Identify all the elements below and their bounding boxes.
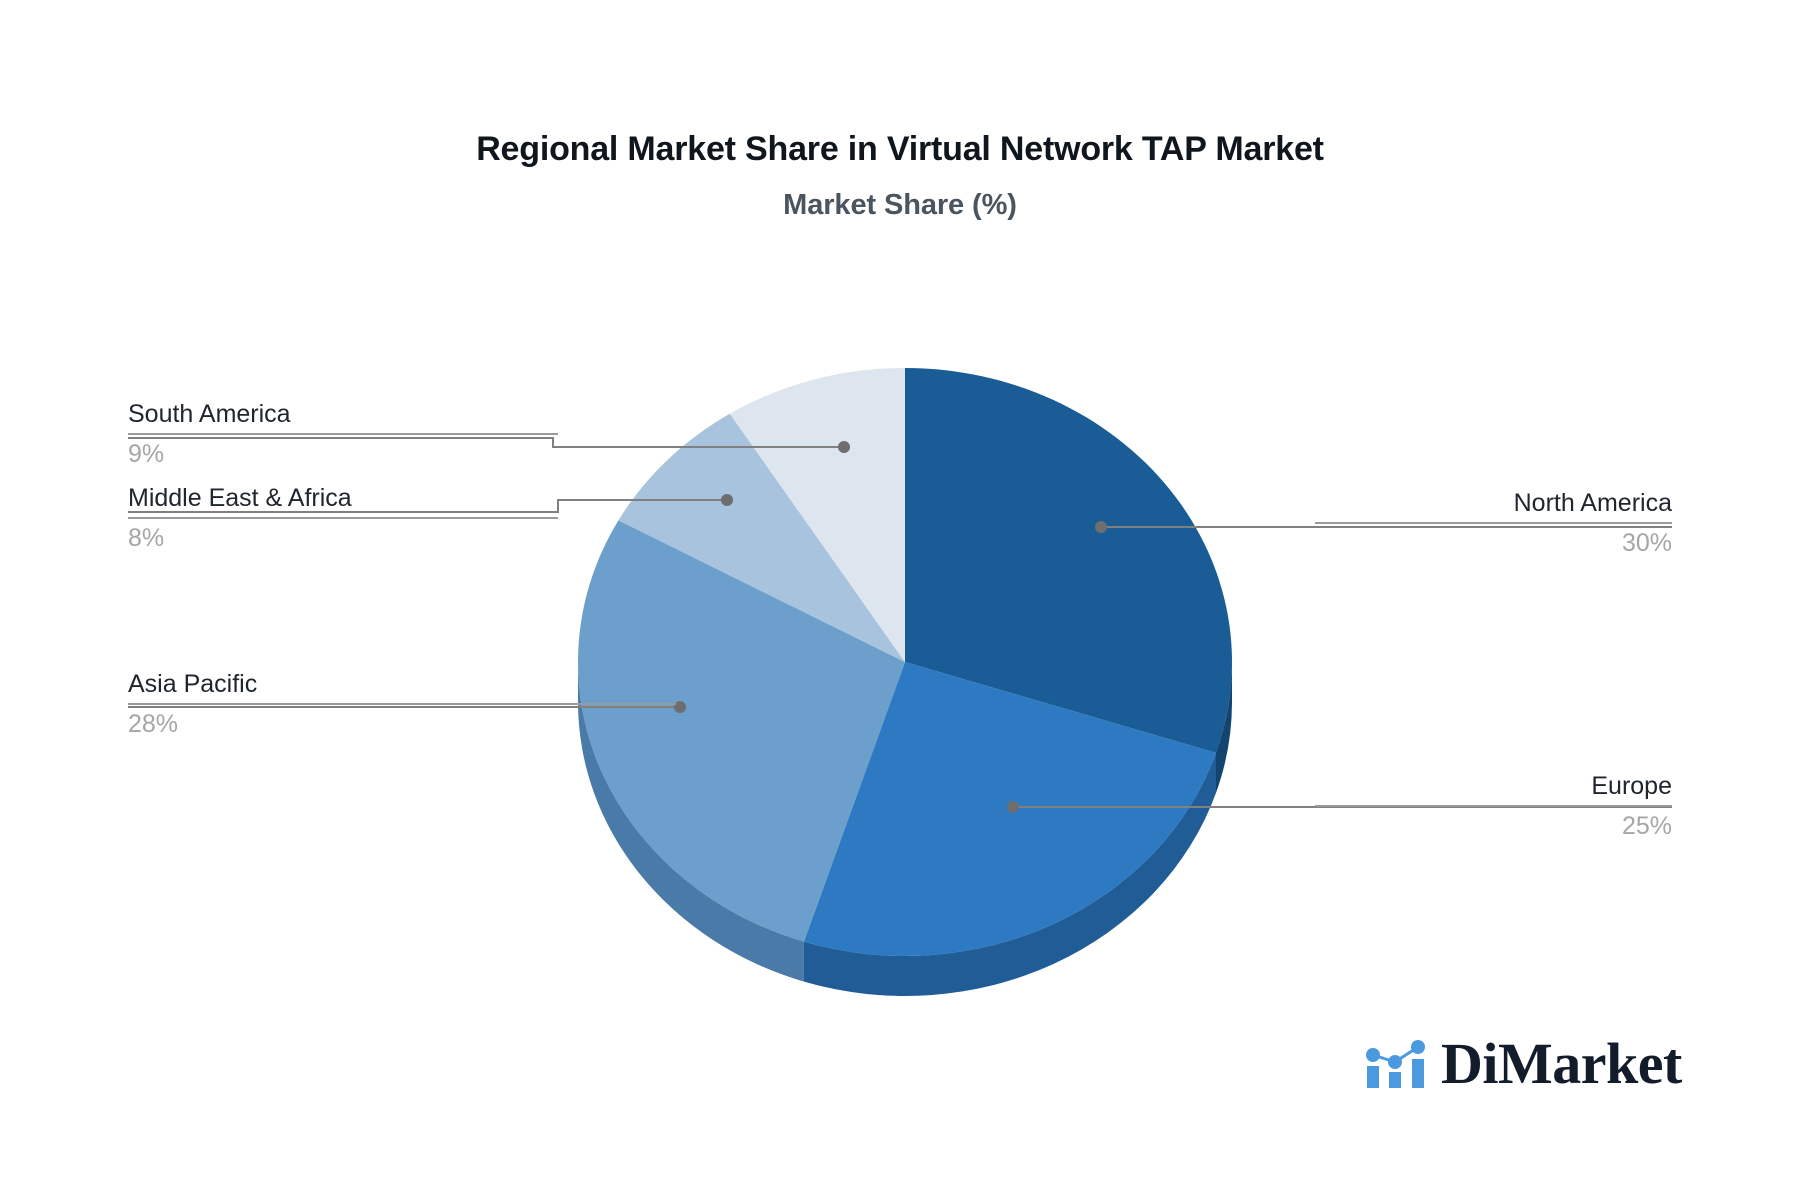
callout-middle-east-africa[interactable]: Middle East & Africa 8% (128, 482, 558, 554)
pie-side-north-america (1215, 662, 1232, 793)
callout-label-north-america: North America (1513, 489, 1672, 517)
callout-rule (128, 703, 676, 705)
callout-label-south-america: South America (128, 400, 291, 428)
pie-slices (578, 368, 1233, 956)
callout-south-america[interactable]: South America 9% (128, 398, 558, 470)
callout-label-asia-pacific: Asia Pacific (128, 670, 258, 698)
leader-north-america (1095, 521, 1672, 533)
callout-rule (128, 517, 558, 519)
callout-value-north-america: 30% (1621, 529, 1672, 557)
callout-value-south-america: 9% (128, 440, 165, 468)
callout-label-middle-east-africa: Middle East & Africa (128, 484, 352, 512)
callout-rule (128, 433, 558, 435)
leader-europe (1007, 801, 1672, 813)
callout-rule (1315, 522, 1672, 524)
callout-label-europe: Europe (1591, 772, 1672, 800)
leader-middle-east-africa (128, 494, 733, 513)
callout-value-asia-pacific: 28% (128, 710, 179, 738)
callout-europe[interactable]: Europe 25% (1315, 770, 1672, 842)
pie-slice-north-america[interactable] (905, 368, 1233, 753)
callout-north-america[interactable]: North America 30% (1315, 487, 1672, 559)
callout-asia-pacific[interactable]: Asia Pacific 28% (128, 668, 676, 740)
leader-lines (128, 437, 1672, 813)
callout-rule (1315, 805, 1672, 807)
page-title: Regional Market Share in Virtual Network… (476, 130, 1324, 168)
callout-value-middle-east-africa: 8% (128, 524, 165, 552)
brand-logo: DiMarket (1365, 1035, 1682, 1093)
chart-subtitle: Market Share (%) (783, 189, 1017, 221)
leader-south-america (128, 437, 850, 453)
pie-slice-south-america[interactable] (729, 368, 905, 662)
bar-chart-icon (1366, 1040, 1425, 1088)
callout-value-europe: 25% (1621, 812, 1672, 840)
pie-side-europe (803, 752, 1216, 996)
pie-slice-asia-pacific[interactable] (578, 520, 905, 942)
leader-asia-pacific (128, 701, 686, 713)
pie-slice-middle-east-africa[interactable] (618, 413, 905, 662)
pie-side-asia-pacific (578, 662, 804, 982)
brand-name: DiMarket (1441, 1031, 1682, 1096)
pie-3d-side-walls (578, 662, 1232, 996)
